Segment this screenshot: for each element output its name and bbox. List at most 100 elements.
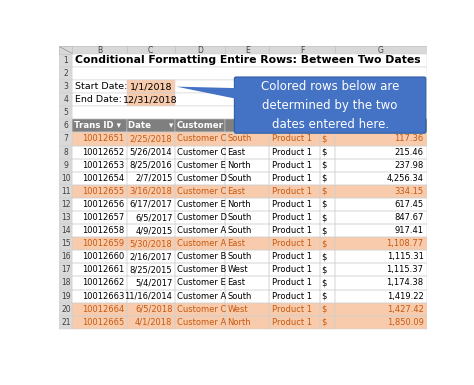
Text: Customer A: Customer A	[177, 291, 226, 301]
Text: 5/4/2017: 5/4/2017	[135, 278, 173, 288]
Bar	[127, 211, 175, 224]
Text: 10012659: 10012659	[82, 239, 124, 248]
Bar	[269, 119, 319, 132]
Text: End Date:: End Date:	[75, 95, 122, 104]
Text: 3: 3	[64, 82, 68, 91]
Bar	[73, 54, 427, 67]
Bar	[269, 198, 319, 211]
Bar	[269, 146, 319, 159]
Text: $: $	[321, 134, 327, 144]
Text: 1,174.38: 1,174.38	[386, 278, 423, 288]
Text: e: e	[321, 121, 327, 131]
Bar	[175, 46, 225, 54]
Bar	[175, 146, 225, 159]
Bar	[269, 237, 319, 250]
Text: Product 1: Product 1	[272, 239, 311, 248]
Text: 6/17/2017: 6/17/2017	[129, 200, 173, 209]
Bar	[59, 146, 73, 159]
Bar	[225, 303, 269, 316]
Text: East: East	[228, 147, 246, 157]
Bar	[175, 198, 225, 211]
Text: Product 1: Product 1	[272, 134, 311, 144]
Text: $: $	[321, 174, 327, 183]
Text: 5/30/2018: 5/30/2018	[130, 239, 173, 248]
Bar	[59, 46, 73, 54]
Bar	[59, 198, 73, 211]
Bar	[319, 290, 335, 303]
Bar	[335, 198, 427, 211]
Bar	[59, 132, 73, 146]
Text: $: $	[321, 213, 327, 222]
Text: Product 1: Product 1	[272, 226, 311, 235]
Bar	[225, 250, 269, 263]
Bar	[59, 211, 73, 224]
Text: A: A	[63, 45, 68, 55]
Bar	[319, 198, 335, 211]
Bar	[73, 172, 427, 185]
Text: 12: 12	[61, 200, 71, 209]
Bar	[127, 80, 175, 93]
Bar	[319, 211, 335, 224]
Bar	[319, 224, 335, 237]
Bar	[335, 185, 427, 198]
Bar	[73, 303, 427, 316]
Bar	[73, 132, 127, 146]
Text: Customer A: Customer A	[177, 318, 226, 327]
Bar	[73, 303, 127, 316]
Bar	[335, 237, 427, 250]
Bar	[335, 276, 427, 290]
Text: 21: 21	[61, 318, 71, 327]
Bar	[335, 159, 427, 172]
Text: 11/16/2014: 11/16/2014	[125, 291, 173, 301]
Text: Customer B: Customer B	[177, 252, 227, 261]
Bar	[59, 46, 427, 54]
Bar	[225, 159, 269, 172]
Text: 1: 1	[64, 56, 68, 65]
Text: Start Date:: Start Date:	[75, 82, 127, 91]
Text: Product 1: Product 1	[272, 200, 311, 209]
Text: 10012657: 10012657	[82, 213, 124, 222]
Bar	[225, 198, 269, 211]
Text: Customer A: Customer A	[177, 239, 226, 248]
Bar	[59, 185, 73, 198]
Bar	[73, 290, 427, 303]
Bar	[225, 172, 269, 185]
Text: C: C	[148, 45, 153, 55]
Text: Date      ▾: Date ▾	[128, 121, 173, 131]
Bar	[127, 132, 175, 146]
Bar	[59, 276, 73, 290]
Bar	[73, 185, 427, 198]
Text: Colored rows below are
determined by the two
dates entered here.: Colored rows below are determined by the…	[261, 80, 399, 131]
Bar	[175, 316, 225, 329]
Bar	[73, 211, 427, 224]
Text: $: $	[321, 226, 327, 235]
Bar	[335, 263, 427, 276]
Bar	[175, 211, 225, 224]
Text: Customer C: Customer C	[177, 187, 227, 196]
Bar	[73, 198, 127, 211]
Text: Product 1: Product 1	[272, 252, 311, 261]
Text: 6: 6	[64, 121, 68, 131]
Bar	[73, 211, 127, 224]
Text: Product 1: Product 1	[272, 305, 311, 314]
Text: 10012653: 10012653	[82, 161, 124, 170]
Text: 847.67: 847.67	[394, 213, 423, 222]
Bar	[269, 211, 319, 224]
Bar	[73, 146, 427, 159]
Bar	[335, 132, 427, 146]
Bar	[73, 224, 127, 237]
Text: 10012656: 10012656	[82, 200, 124, 209]
Text: 10012651: 10012651	[82, 134, 124, 144]
Bar	[319, 250, 335, 263]
Text: South: South	[228, 291, 252, 301]
Text: Customer E: Customer E	[177, 200, 226, 209]
Bar	[127, 290, 175, 303]
Bar	[225, 224, 269, 237]
Text: Product 1: Product 1	[272, 147, 311, 157]
Text: 2/16/2017: 2/16/2017	[130, 252, 173, 261]
Bar	[127, 185, 175, 198]
Text: 1,115.31: 1,115.31	[387, 252, 423, 261]
Bar	[73, 263, 427, 276]
Bar	[73, 237, 427, 250]
Text: $: $	[321, 239, 327, 248]
